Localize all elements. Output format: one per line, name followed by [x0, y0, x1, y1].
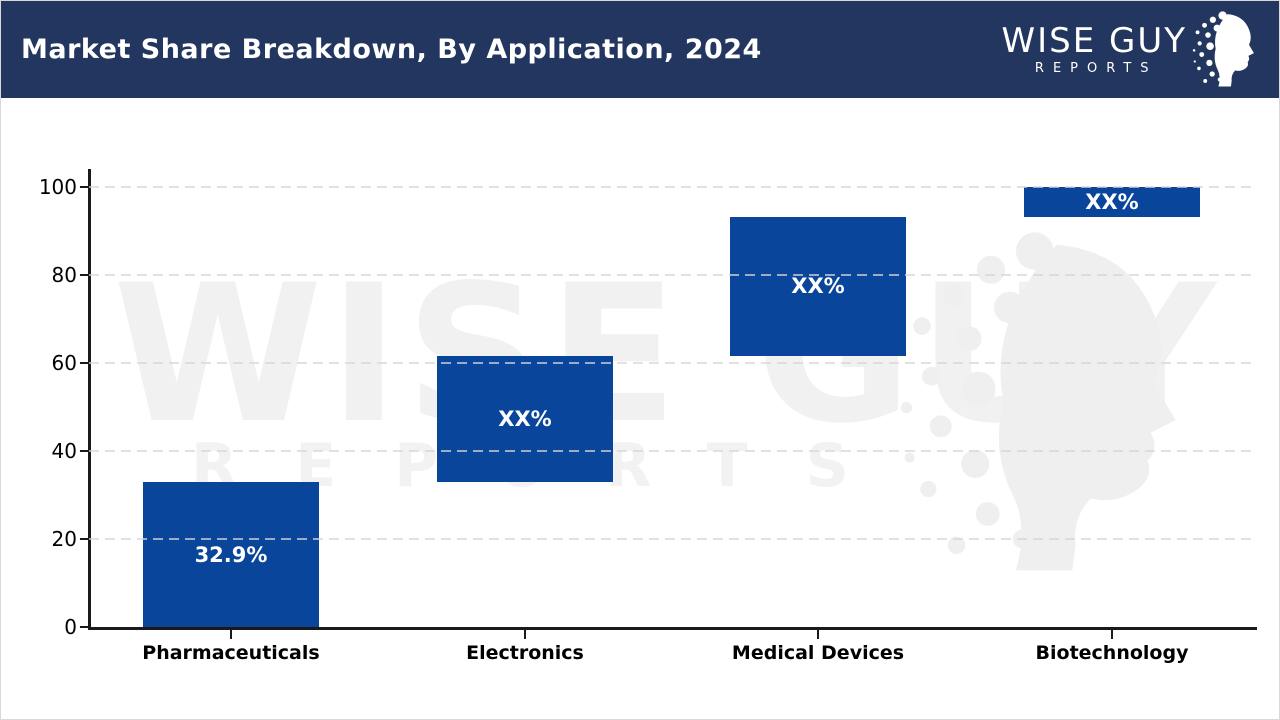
gridline — [89, 538, 1257, 540]
chart-area: WISE GUY REPORTS 02040608010032.9%Pharma… — [1, 98, 1279, 719]
bar-value-label: XX% — [791, 274, 845, 299]
watermark-face-icon — [900, 232, 1176, 571]
gridline — [89, 450, 1257, 452]
y-tick — [80, 450, 89, 452]
y-axis-line — [88, 169, 91, 629]
gridline — [89, 362, 1257, 364]
gridline — [89, 186, 1257, 188]
y-tick — [80, 274, 89, 276]
bar-biotechnology — [1024, 187, 1200, 217]
watermark-wordmark: WISE GUY — [113, 244, 1222, 465]
y-tick-label: 100 — [38, 175, 77, 199]
bar-value-label: 32.9% — [194, 542, 268, 567]
header: Market Share Breakdown, By Application, … — [1, 1, 1279, 98]
logo-subtitle: REPORTS — [1034, 60, 1158, 76]
x-tick — [1111, 630, 1113, 639]
y-tick — [80, 362, 89, 364]
x-tick — [817, 630, 819, 639]
x-category-label: Electronics — [466, 642, 584, 664]
y-tick — [80, 626, 89, 628]
face-dots-icon — [1192, 10, 1254, 87]
bar-value-label: XX% — [1085, 189, 1139, 214]
x-tick — [230, 630, 232, 639]
wise-guy-logo: WISE GUY REPORTS — [1001, 10, 1267, 90]
page-title: Market Share Breakdown, By Application, … — [21, 34, 762, 65]
y-tick — [80, 538, 89, 540]
y-tick-label: 40 — [51, 439, 77, 463]
gridline — [89, 274, 1257, 276]
y-tick-label: 80 — [51, 263, 77, 287]
bar-pharmaceuticals — [143, 482, 319, 627]
bar-value-label: XX% — [498, 407, 552, 432]
bar-electronics — [437, 355, 613, 483]
x-axis-line — [88, 627, 1257, 630]
bar-medical-devices — [730, 216, 906, 356]
x-category-label: Biotechnology — [1035, 642, 1189, 664]
logo-text: WISE GUY REPORTS — [1001, 24, 1187, 76]
y-tick-label: 0 — [64, 615, 77, 639]
logo-wordmark: WISE GUY — [1001, 20, 1187, 61]
x-tick — [524, 630, 526, 639]
x-category-label: Pharmaceuticals — [142, 642, 320, 664]
y-tick-label: 60 — [51, 351, 77, 375]
x-category-label: Medical Devices — [731, 642, 905, 664]
y-tick-label: 20 — [51, 527, 77, 551]
y-tick — [80, 186, 89, 188]
